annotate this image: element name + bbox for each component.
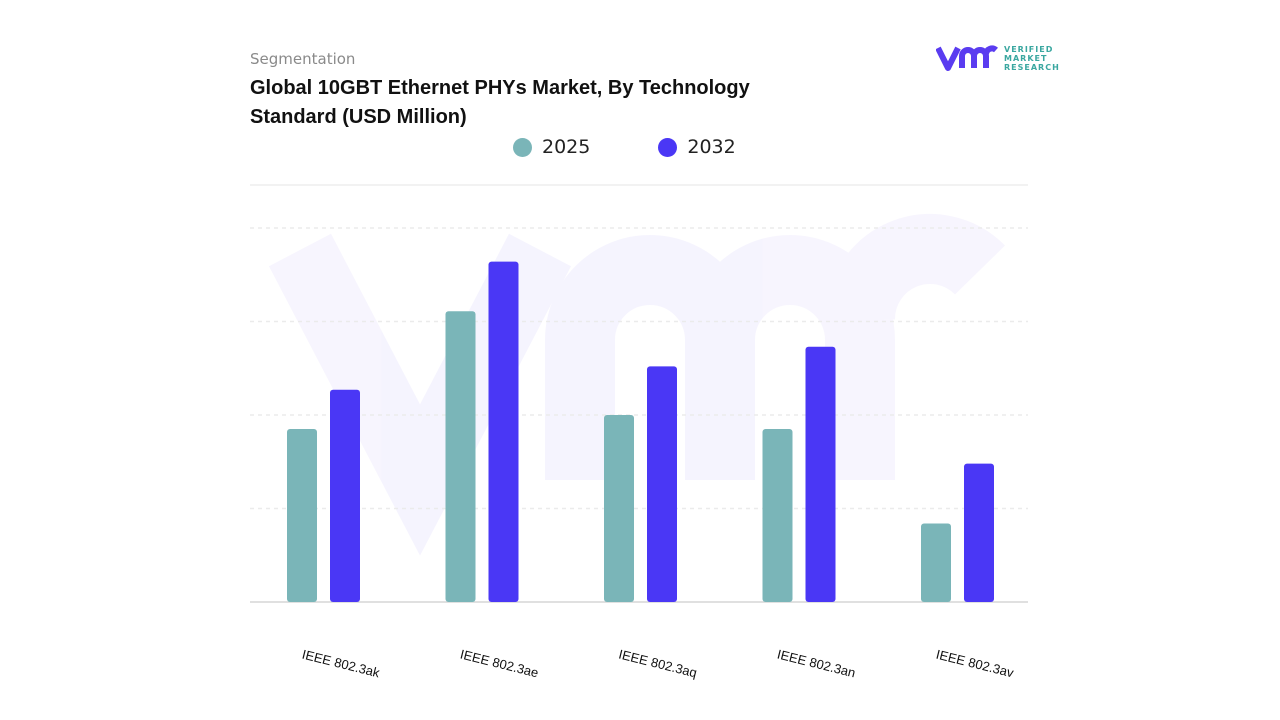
x-tick-label: IEEE 802.3an <box>776 647 857 681</box>
bar-2025-2 <box>604 415 634 602</box>
bar-2032-0 <box>330 389 360 602</box>
bar-2025-4 <box>921 523 951 602</box>
logo-text-3: RESEARCH <box>1004 62 1060 72</box>
legend-swatch-2032 <box>658 137 678 157</box>
legend-label-2025: 2025 <box>542 136 591 158</box>
legend-item-2025: 2025 <box>513 136 590 158</box>
bar-2032-1 <box>488 261 519 602</box>
vmr-logo-icon <box>936 45 998 71</box>
bar-2032-4 <box>964 463 994 602</box>
x-tick-label: IEEE 802.3ae <box>459 647 540 681</box>
bar-2025-3 <box>762 429 793 602</box>
legend-item-2032: 2032 <box>658 136 736 158</box>
x-tick-label: IEEE 802.3ak <box>300 647 381 681</box>
x-tick-label: IEEE 802.3aq <box>617 647 698 681</box>
legend: 2025 2032 <box>513 136 736 158</box>
chart-title: Global 10GBT Ethernet PHYs Market, By Te… <box>250 77 750 128</box>
x-tick-label: IEEE 802.3av <box>934 647 1015 681</box>
bar-2025-0 <box>287 429 317 602</box>
watermark-icon <box>268 214 1005 556</box>
bar-2032-3 <box>805 346 836 602</box>
segment-label: Segmentation <box>250 50 356 68</box>
logo: VERIFIED MARKET RESEARCH <box>936 44 1060 72</box>
logo-text-1: VERIFIED <box>1004 44 1054 54</box>
bar-2032-2 <box>647 366 677 602</box>
logo-text-2: MARKET <box>1004 53 1048 63</box>
legend-label-2032: 2032 <box>687 136 736 158</box>
bar-2025-1 <box>445 311 476 602</box>
legend-swatch-2025 <box>513 137 532 157</box>
